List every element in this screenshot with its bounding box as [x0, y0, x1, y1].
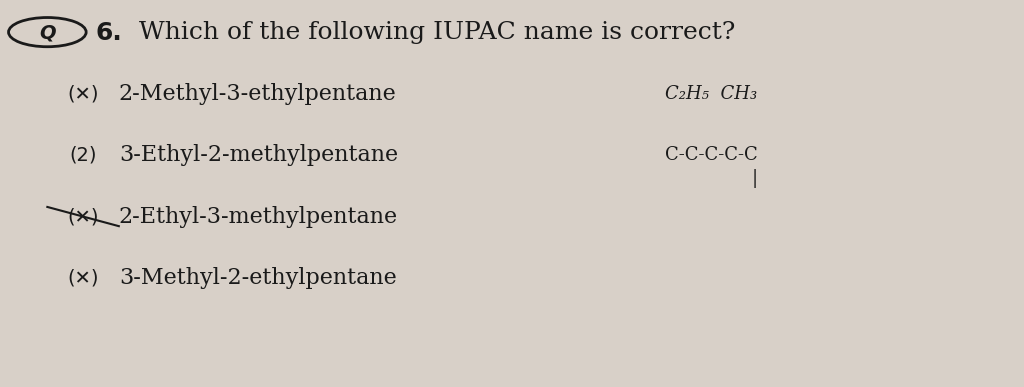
- Text: 6.: 6.: [95, 21, 122, 45]
- Text: (2): (2): [70, 146, 97, 164]
- Text: 3-Ethyl-2-methylpentane: 3-Ethyl-2-methylpentane: [119, 144, 398, 166]
- Text: (✕): (✕): [68, 269, 99, 288]
- Text: C-C-C-C-C: C-C-C-C-C: [666, 146, 758, 164]
- Text: 2-Ethyl-3-methylpentane: 2-Ethyl-3-methylpentane: [119, 205, 398, 228]
- Text: 3-Methyl-2-ethylpentane: 3-Methyl-2-ethylpentane: [119, 267, 396, 289]
- Text: Which of the following IUPAC name is correct?: Which of the following IUPAC name is cor…: [139, 21, 735, 45]
- Text: (✕): (✕): [68, 84, 99, 103]
- Text: Q: Q: [39, 23, 55, 43]
- Text: 2-Methyl-3-ethylpentane: 2-Methyl-3-ethylpentane: [119, 82, 396, 104]
- Text: (✕): (✕): [68, 207, 99, 226]
- Text: |: |: [752, 169, 758, 188]
- Text: C₂H₅  CH₃: C₂H₅ CH₃: [666, 85, 758, 103]
